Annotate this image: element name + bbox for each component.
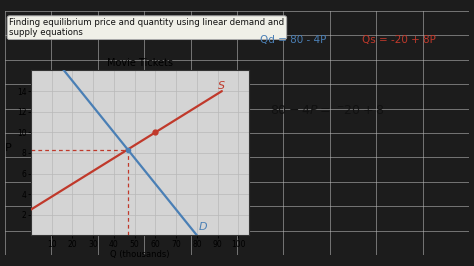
Text: $80 - 4P = \ ^{-}20 + 8$: $80 - 4P = \ ^{-}20 + 8$ xyxy=(270,104,384,117)
Y-axis label: P: P xyxy=(5,143,12,153)
Title: Movie Tickets: Movie Tickets xyxy=(107,58,173,68)
Text: D: D xyxy=(199,222,208,232)
X-axis label: Q (thousands): Q (thousands) xyxy=(110,250,170,259)
Text: Finding equilibrium price and quantity using linear demand and
supply equations: Finding equilibrium price and quantity u… xyxy=(9,18,284,38)
Text: S: S xyxy=(218,81,225,91)
Text: Qd = 80 - 4P: Qd = 80 - 4P xyxy=(260,35,327,45)
Text: Qs = -20 + 8P: Qs = -20 + 8P xyxy=(363,35,436,45)
